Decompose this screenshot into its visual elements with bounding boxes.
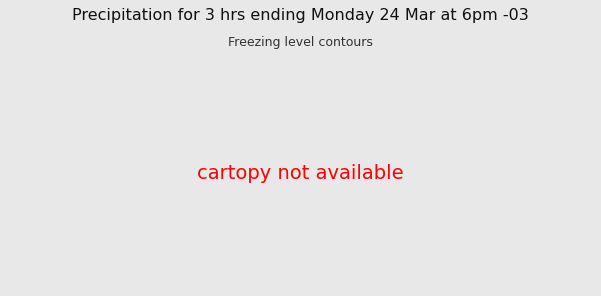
Text: Precipitation for 3 hrs ending Monday 24 Mar at 6pm -03: Precipitation for 3 hrs ending Monday 24… — [72, 8, 529, 23]
Text: Freezing level contours: Freezing level contours — [228, 36, 373, 49]
Text: cartopy not available: cartopy not available — [197, 164, 404, 184]
